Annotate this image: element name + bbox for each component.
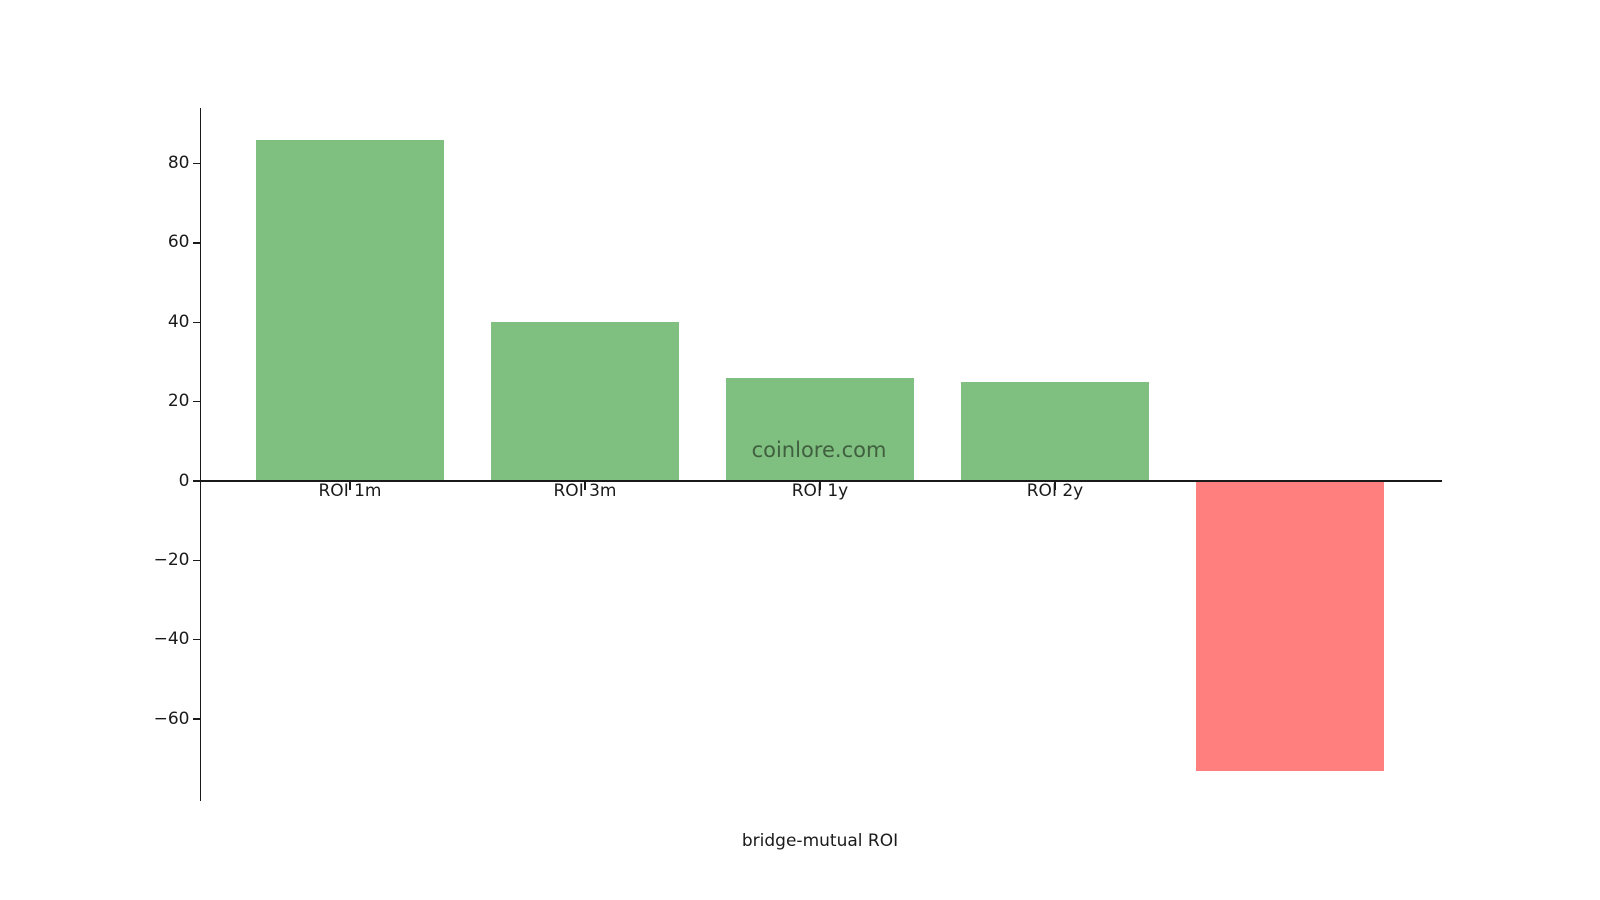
- x-axis-spine: [199, 480, 1442, 482]
- y-tick: [192, 718, 200, 720]
- bar-negative-5: [1196, 481, 1384, 771]
- y-tick-label: −60: [153, 708, 190, 729]
- x-tick-label: ROI 1y: [791, 481, 849, 501]
- bar-roi-3m: [491, 322, 679, 481]
- x-tick: [584, 481, 586, 490]
- chart-title: bridge-mutual ROI: [741, 831, 899, 851]
- y-tick: [192, 242, 200, 244]
- x-tick: [349, 481, 351, 490]
- bar-roi-1m: [256, 139, 444, 481]
- y-axis-spine: [199, 108, 201, 801]
- y-tick-label: −20: [153, 549, 190, 570]
- y-tick: [192, 480, 200, 482]
- y-tick-label: 40: [167, 311, 190, 332]
- y-tick: [192, 559, 200, 562]
- x-tick-label: ROI 1m: [318, 481, 382, 501]
- x-tick: [1054, 481, 1056, 490]
- y-tick-label: 0: [178, 470, 190, 491]
- y-tick: [192, 400, 200, 403]
- y-tick: [192, 638, 200, 641]
- y-tick-label: 60: [167, 232, 190, 253]
- x-tick-label: ROI 2y: [1026, 481, 1084, 501]
- bar-roi-2y: [961, 381, 1149, 481]
- x-tick: [819, 481, 821, 490]
- y-tick-label: −40: [153, 629, 190, 650]
- y-tick: [192, 162, 200, 165]
- x-tick-label: ROI 3m: [553, 481, 617, 501]
- y-tick: [192, 321, 200, 324]
- bar-roi-1y: [726, 377, 914, 481]
- y-tick-label: 80: [167, 153, 190, 174]
- coinlore-watermark: coinlore.com: [751, 438, 887, 462]
- y-tick-label: 20: [167, 391, 190, 412]
